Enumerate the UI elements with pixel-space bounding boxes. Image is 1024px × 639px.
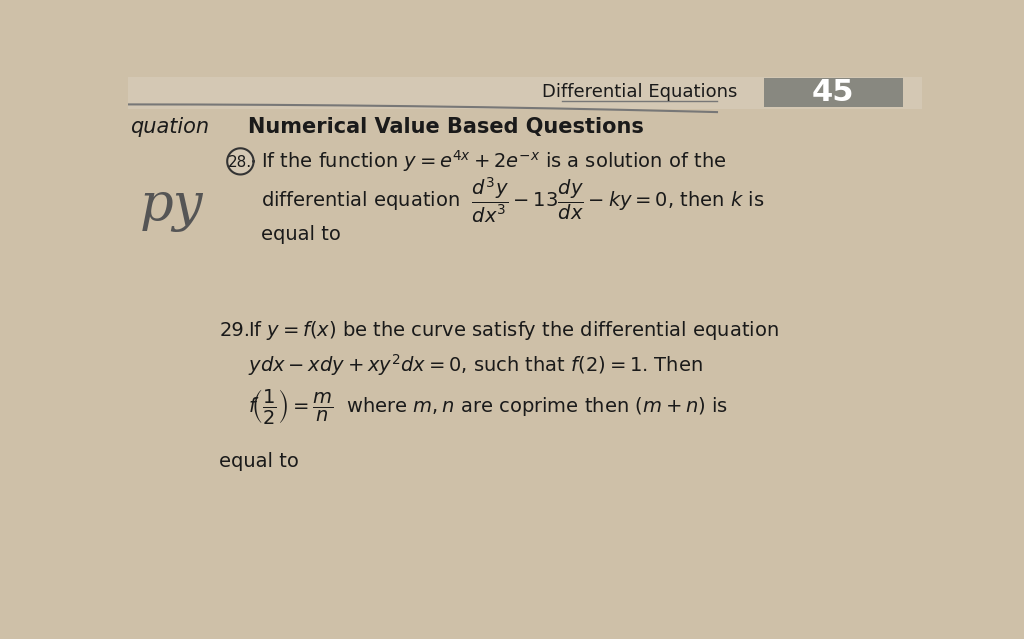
Text: equal to: equal to xyxy=(261,225,341,244)
Text: 28.: 28. xyxy=(228,155,253,169)
Text: quation: quation xyxy=(130,117,209,137)
Text: Numerical Value Based Questions: Numerical Value Based Questions xyxy=(248,117,644,137)
Circle shape xyxy=(228,149,253,174)
Text: differential equation  $\dfrac{d^3y}{dx^3} - 13\dfrac{dy}{dx} - ky = 0$, then $k: differential equation $\dfrac{d^3y}{dx^3… xyxy=(261,175,765,225)
Text: py: py xyxy=(139,181,203,231)
Text: $ydx - xdy + xy^2dx = 0$, such that $f(2) = 1$. Then: $ydx - xdy + xy^2dx = 0$, such that $f(2… xyxy=(248,353,703,378)
Text: 29.: 29. xyxy=(219,321,251,341)
Text: If the function $y = e^{4x} + 2e^{-x}$ is a solution of the: If the function $y = e^{4x} + 2e^{-x}$ i… xyxy=(261,148,727,174)
Text: Differential Equations: Differential Equations xyxy=(542,83,737,101)
Bar xyxy=(128,77,922,109)
Bar xyxy=(764,78,903,107)
Text: equal to: equal to xyxy=(219,452,299,471)
Text: 45: 45 xyxy=(812,79,854,107)
Text: $f\!\left(\dfrac{1}{2}\right) = \dfrac{m}{n}$  where $m, n$ are coprime then $(m: $f\!\left(\dfrac{1}{2}\right) = \dfrac{m… xyxy=(248,387,728,426)
Text: If $y = f(x)$ be the curve satisfy the differential equation: If $y = f(x)$ be the curve satisfy the d… xyxy=(248,320,779,343)
